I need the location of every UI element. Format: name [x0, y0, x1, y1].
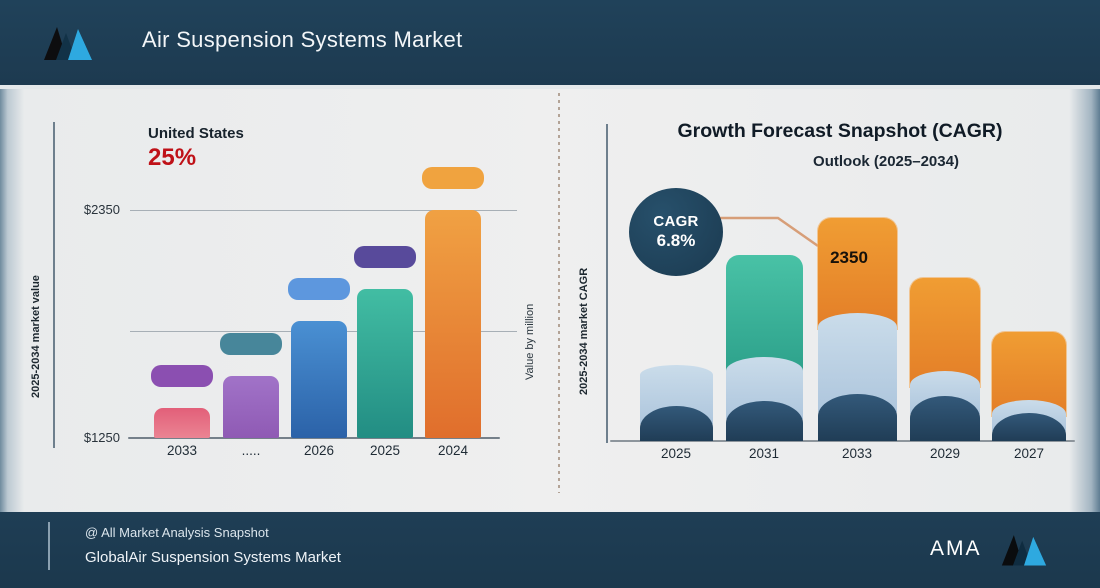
right-y-axis-line: [606, 124, 608, 443]
left-xtick-1: .....: [241, 443, 261, 458]
left-bar-2033: [154, 407, 210, 438]
footer-divider-rule: [48, 522, 50, 570]
right-xtick-2: 2033: [841, 446, 873, 461]
left-chart-growth-value: 25%: [148, 144, 197, 171]
left-bar-accent-2026: [288, 277, 350, 300]
left-x-axis-line: [128, 437, 500, 439]
left-plot: $2350 $1250 2033..... 2026 2025 2024: [0, 85, 558, 512]
page-title: Air Suspension Systems Market: [142, 27, 463, 52]
left-xtick-4: 2024: [437, 443, 469, 458]
left-ytick-1: $1250: [83, 430, 120, 445]
right-bar-2033-base: [817, 394, 897, 441]
cagr-badge-value: 6.8%: [656, 231, 696, 250]
right-xtick-1: 2031: [748, 446, 780, 461]
right-xtick-4: 2027: [1013, 446, 1045, 461]
right-bar-2033-top: [817, 218, 897, 329]
footer-brand-text: AMA: [930, 537, 982, 560]
cagr-badge-label: CAGR: [653, 213, 699, 230]
right-plot: 2025 2031 2033 2029 2027 2350: [0, 85, 1100, 512]
cagr-connector-line: [716, 216, 819, 248]
footer-note: @ All Market Analysis Snapshot: [85, 525, 269, 540]
right-bar-2031-base: [725, 401, 803, 441]
left-chart-region-label: United States: [148, 125, 244, 142]
left-gridline-0: [130, 210, 517, 211]
panel-divider: [558, 93, 560, 493]
left-ytick-0: $2350: [83, 202, 120, 217]
footer-bar: @ All Market Analysis Snapshot GlobalAir…: [0, 512, 1100, 588]
left-bar-accent-2024: [422, 167, 484, 189]
left-bar-accent-2025: [354, 245, 416, 268]
left-bar-2025: [357, 288, 413, 438]
ama-logo-icon-footer: [1000, 528, 1048, 573]
right-xtick-3: 2029: [929, 446, 961, 461]
header-bar: Air Suspension Systems Market: [0, 0, 1100, 85]
left-y-axis-line: [53, 122, 55, 448]
cagr-badge: CAGR 6.8%: [629, 188, 723, 276]
right-bar-data-label: 2350: [830, 248, 868, 267]
charts-area: 2025-2034 market value United States 25%…: [0, 85, 1100, 512]
left-bar-.....: [223, 375, 279, 438]
right-bar-2029-base: [910, 396, 980, 441]
right-chart-subtitle: Outlook (2025–2034): [813, 153, 959, 170]
left-bar-accent-.....: [220, 332, 282, 355]
left-bar-accent-2033: [151, 364, 213, 387]
right-xtick-0: 2025: [660, 446, 692, 461]
right-bar-2029-top: [910, 278, 980, 387]
footer-report-name: GlobalAir Suspension Systems Market: [85, 549, 341, 566]
left-xtick-0: 2033: [166, 443, 198, 458]
right-bar-2031-top: [725, 255, 803, 373]
left-bar-2026: [291, 320, 347, 438]
ama-logo-icon: [42, 20, 94, 67]
left-bar-2024: [425, 210, 481, 438]
left-xtick-3: 2025: [369, 443, 401, 458]
left-xtick-2: 2026: [303, 443, 335, 458]
right-bar-2027-base: [992, 413, 1066, 441]
right-bar-2025-base: [639, 406, 713, 441]
right-chart-title: Growth Forecast Snapshot (CAGR): [677, 120, 1003, 142]
